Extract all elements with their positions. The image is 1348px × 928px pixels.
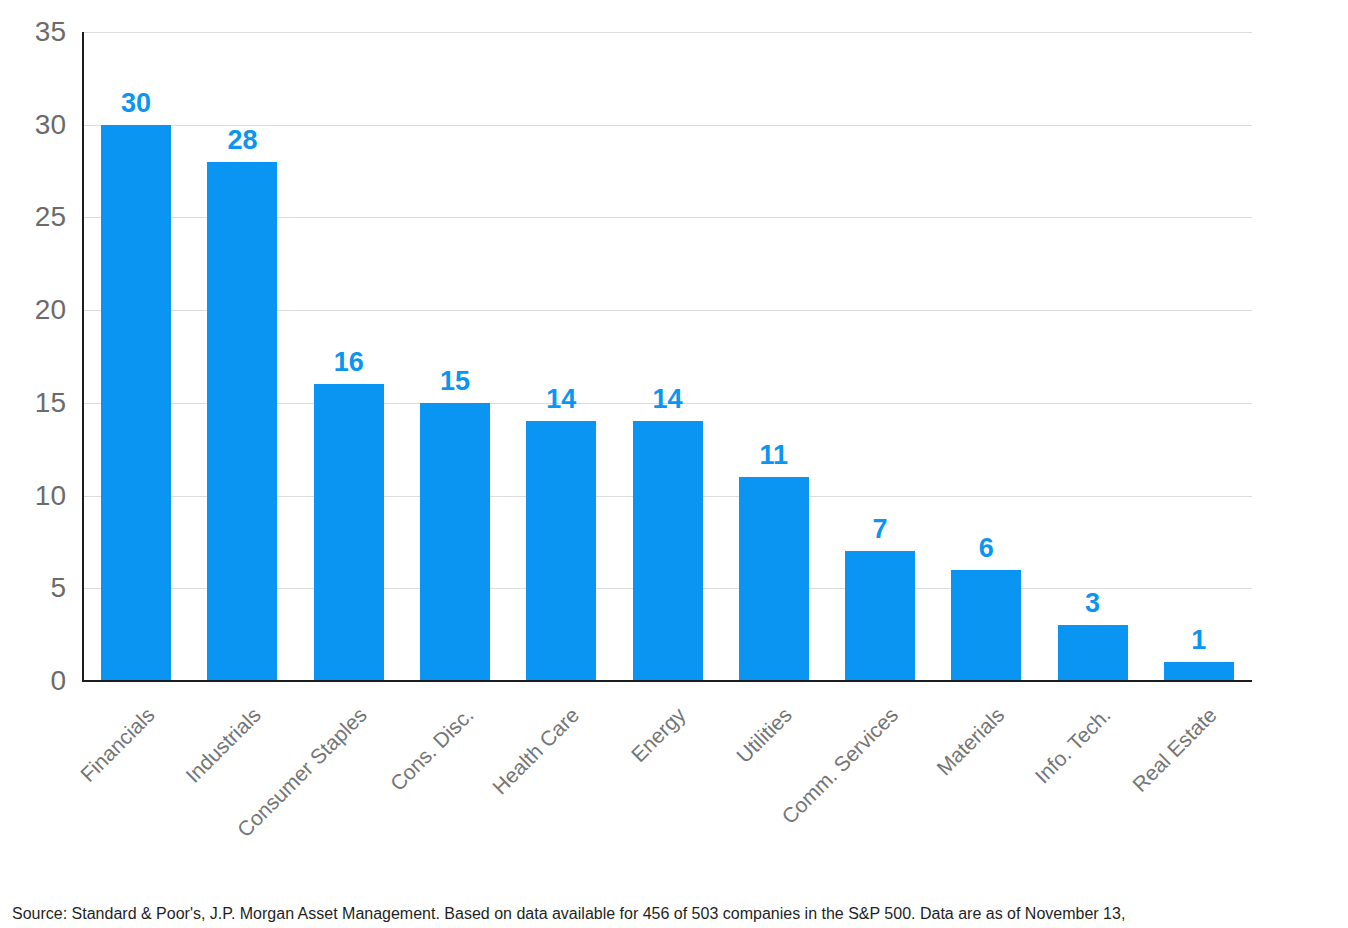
- bar-energy: [633, 421, 703, 681]
- x-axis-label-cons-disc: Cons. Disc.: [385, 703, 478, 796]
- x-axis-label-health-care: Health Care: [488, 703, 584, 799]
- bar-info-tech: [1058, 625, 1128, 681]
- bar-comm-services: [845, 551, 915, 681]
- bar-industrials: [207, 162, 277, 681]
- x-axis-label-financials: Financials: [75, 703, 159, 787]
- bar-materials: [951, 570, 1021, 681]
- bar-financials: [101, 125, 171, 681]
- bar-utilities: [739, 477, 809, 681]
- bar-value-label-health-care: 14: [511, 385, 611, 413]
- x-axis-label-materials: Materials: [932, 703, 1009, 780]
- bar-real-estate: [1164, 662, 1234, 681]
- x-axis-label-info-tech: Info. Tech.: [1030, 703, 1115, 788]
- x-axis-label-real-estate: Real Estate: [1128, 703, 1222, 797]
- bar-value-label-energy: 14: [618, 385, 718, 413]
- y-tick-label-5: 5: [0, 572, 66, 604]
- bar-consumer-staples: [314, 384, 384, 681]
- y-tick-label-0: 0: [0, 665, 66, 697]
- x-axis-label-utilities: Utilities: [732, 703, 797, 768]
- bar-health-care: [526, 421, 596, 681]
- x-axis-label-industrials: Industrials: [181, 703, 266, 788]
- y-tick-label-25: 25: [0, 201, 66, 233]
- x-axis-label-comm-services: Comm. Services: [777, 703, 903, 829]
- bar-value-label-materials: 6: [936, 534, 1036, 562]
- y-tick-label-30: 30: [0, 109, 66, 141]
- bar-cons-disc: [420, 403, 490, 681]
- gridline-35: [83, 32, 1252, 33]
- chart-page: 0 5 10 15 20 25 30 35 30 Financials 28 Industrials 1…: [0, 0, 1348, 928]
- y-tick-label-15: 15: [0, 387, 66, 419]
- y-axis-line: [82, 32, 84, 682]
- bar-value-label-real-estate: 1: [1149, 626, 1249, 654]
- bar-chart: 0 5 10 15 20 25 30 35 30 Financials 28 Industrials 1…: [0, 0, 1348, 928]
- y-tick-label-20: 20: [0, 294, 66, 326]
- bar-value-label-industrials: 28: [192, 126, 292, 154]
- bar-value-label-consumer-staples: 16: [299, 348, 399, 376]
- bar-value-label-financials: 30: [86, 89, 186, 117]
- bar-value-label-comm-services: 7: [830, 515, 930, 543]
- bar-value-label-cons-disc: 15: [405, 367, 505, 395]
- x-axis-line: [82, 680, 1252, 682]
- y-tick-label-10: 10: [0, 480, 66, 512]
- y-tick-label-35: 35: [0, 16, 66, 48]
- bar-value-label-utilities: 11: [724, 441, 824, 469]
- source-note: Source: Standard & Poor's, J.P. Morgan A…: [12, 903, 1342, 925]
- bar-value-label-info-tech: 3: [1043, 589, 1143, 617]
- x-axis-label-energy: Energy: [626, 703, 690, 767]
